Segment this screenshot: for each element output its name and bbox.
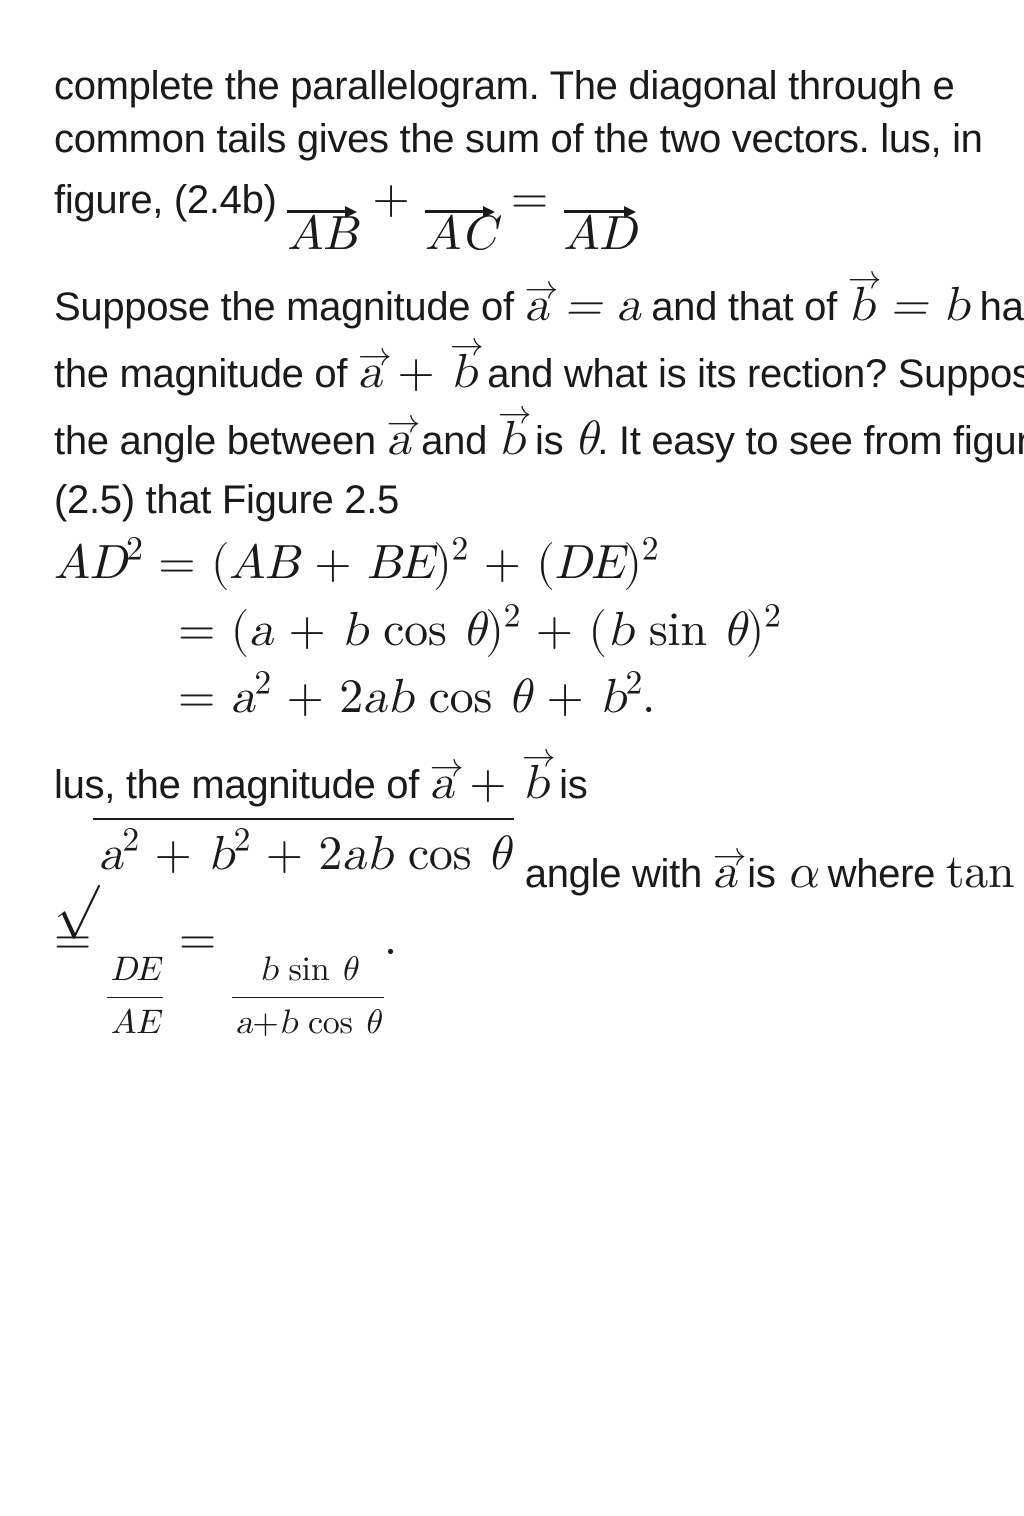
frac-de-ae: DE AE (107, 947, 164, 1047)
vec-a: →a (387, 407, 411, 474)
eq-line-2: = (a + b cos θ)2 + (b sin θ)2 (54, 598, 1024, 665)
vec-b-eq: →b = b (848, 282, 969, 330)
vec-AC: AC (425, 208, 495, 269)
vec-AD: AD (564, 208, 636, 269)
vec-a-plus-b-2: →a + →b (430, 760, 548, 808)
eq-line-3: = a2 + 2ab cos θ + b2. (54, 665, 1024, 732)
sqrt-magnitude: √ a2 + b2 + 2ab cos θ (54, 818, 514, 889)
paragraph-1: complete the parallelogram. The diagonal… (54, 60, 1024, 269)
vec-AB: AB (287, 208, 356, 269)
vec-b: →b (498, 407, 524, 474)
frac-bsin: b sin θ a+b cos θ (232, 947, 384, 1047)
paragraph-2: Suppose the magnitude of →a = a and that… (54, 273, 1024, 527)
vec-a-plus-b: →a + →b (358, 349, 476, 397)
vec-a-3: →a (713, 840, 737, 907)
equation-block: AD2 = (AB + BE)2 + (DE)2 = (a + b cos θ)… (54, 531, 1024, 733)
vec-a-eq: →a = a (525, 282, 641, 330)
paragraph-3: lus, the magnitude of →a + →b is √ a2 + … (54, 751, 1024, 1048)
eq-line-1: AD2 = (AB + BE)2 + (DE)2 (54, 531, 1024, 598)
eq-vector-sum: AB + AC = AD (287, 175, 635, 223)
